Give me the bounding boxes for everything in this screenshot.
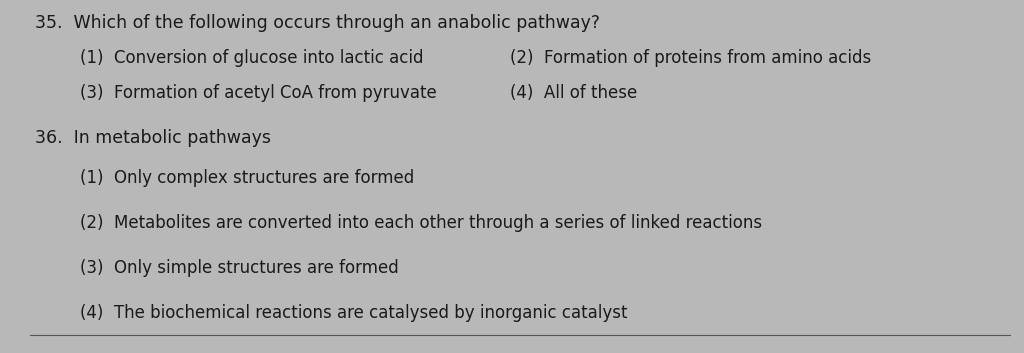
Text: 35.  Which of the following occurs through an anabolic pathway?: 35. Which of the following occurs throug… — [35, 14, 600, 32]
Text: (1)  Conversion of glucose into lactic acid: (1) Conversion of glucose into lactic ac… — [80, 49, 424, 67]
Text: (4)  The biochemical reactions are catalysed by inorganic catalyst: (4) The biochemical reactions are cataly… — [80, 304, 628, 322]
Text: (3)  Only simple structures are formed: (3) Only simple structures are formed — [80, 259, 398, 277]
Text: (2)  Formation of proteins from amino acids: (2) Formation of proteins from amino aci… — [510, 49, 871, 67]
Text: (3)  Formation of acetyl CoA from pyruvate: (3) Formation of acetyl CoA from pyruvat… — [80, 84, 437, 102]
Text: 36.  In metabolic pathways: 36. In metabolic pathways — [35, 129, 271, 147]
Text: (2)  Metabolites are converted into each other through a series of linked reacti: (2) Metabolites are converted into each … — [80, 214, 762, 232]
Text: (1)  Only complex structures are formed: (1) Only complex structures are formed — [80, 169, 415, 187]
Text: (4)  All of these: (4) All of these — [510, 84, 637, 102]
